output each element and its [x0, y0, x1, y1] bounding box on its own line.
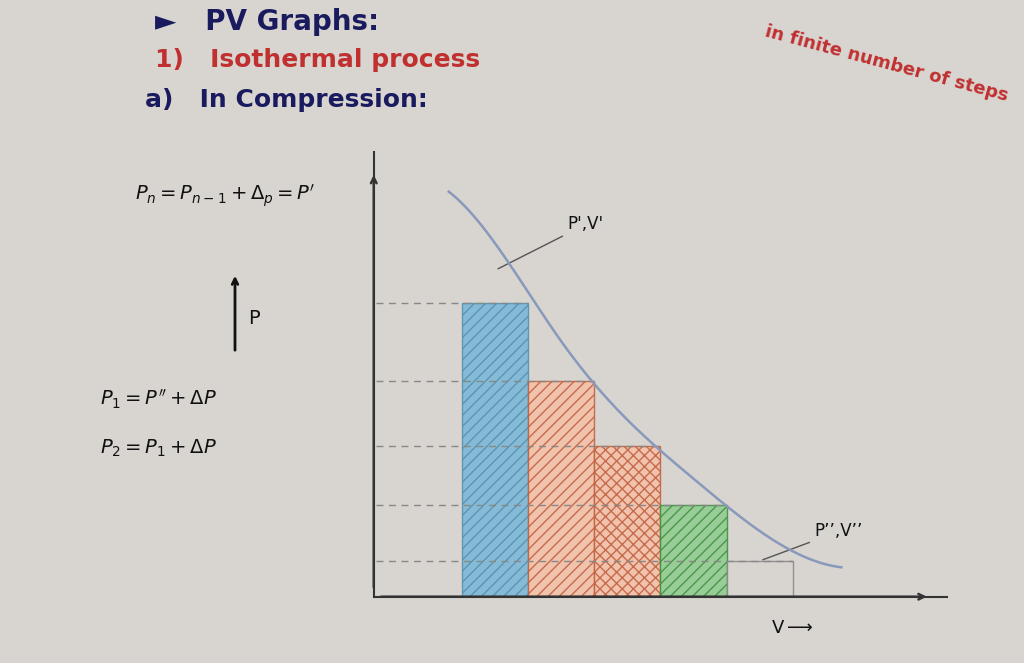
FancyBboxPatch shape: [528, 381, 594, 597]
Text: a)   In Compression:: a) In Compression:: [145, 88, 428, 112]
Text: ►   PV Graphs:: ► PV Graphs:: [155, 8, 379, 36]
Text: in finite number of steps: in finite number of steps: [763, 23, 1010, 105]
Text: $P_2 = P_1 + \Delta P$: $P_2 = P_1 + \Delta P$: [100, 438, 217, 459]
Text: 1)   Isothermal process: 1) Isothermal process: [155, 48, 480, 72]
Text: P: P: [248, 308, 260, 328]
Text: V$\longrightarrow$: V$\longrightarrow$: [771, 619, 813, 636]
Text: P’’,V’’: P’’,V’’: [763, 522, 863, 560]
FancyBboxPatch shape: [594, 446, 660, 597]
FancyBboxPatch shape: [462, 303, 528, 597]
Text: $P_n = P_{n-1} + \Delta_p = P'$: $P_n = P_{n-1} + \Delta_p = P'$: [135, 183, 315, 210]
Text: P',V': P',V': [498, 215, 604, 269]
FancyBboxPatch shape: [727, 561, 793, 597]
Text: $P_1 = P'' + \Delta P$: $P_1 = P'' + \Delta P$: [100, 388, 217, 411]
FancyBboxPatch shape: [660, 505, 727, 597]
